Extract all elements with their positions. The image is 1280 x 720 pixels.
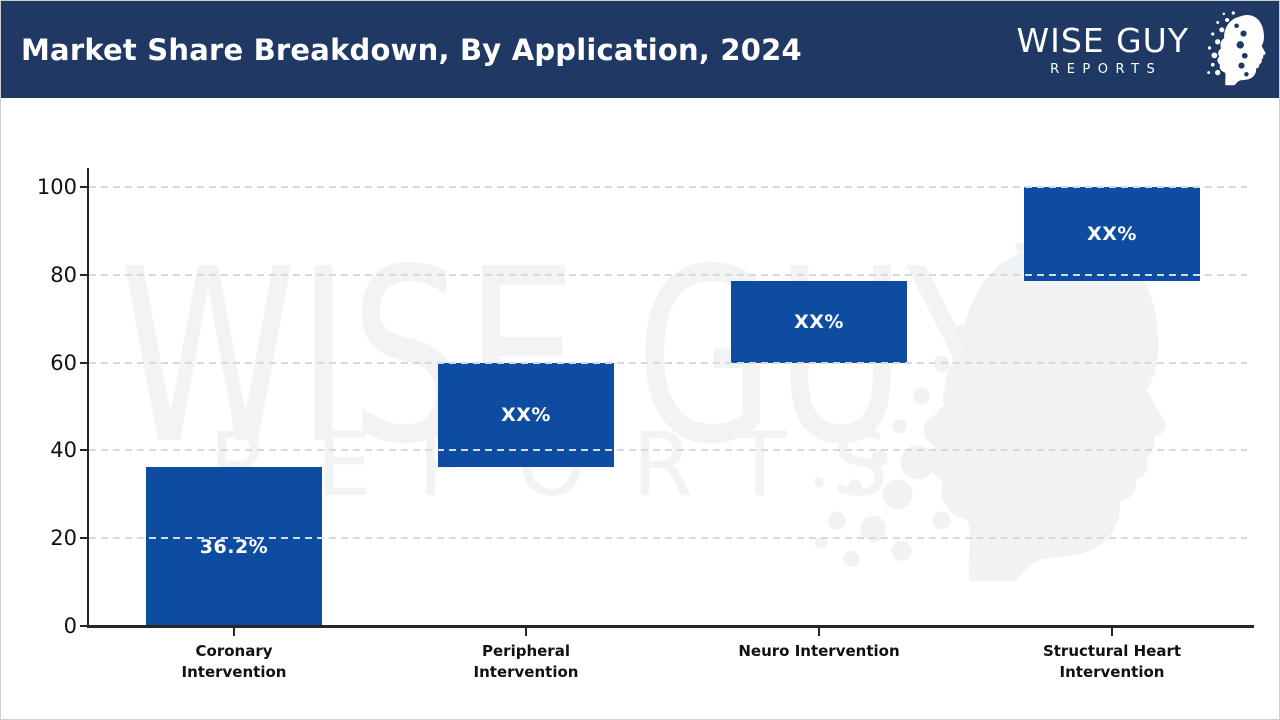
y-axis-tick-label: 40 — [50, 438, 77, 463]
x-axis-tick-mark — [1111, 628, 1113, 636]
page-title: Market Share Breakdown, By Application, … — [21, 32, 802, 67]
wiseguy-head-icon — [1207, 11, 1266, 86]
y-axis-tick-mark — [80, 186, 88, 188]
header-bar: Market Share Breakdown, By Application, … — [1, 1, 1279, 98]
y-axis-tick-mark — [80, 361, 88, 364]
y-axis-tick-mark — [80, 273, 88, 276]
bar-segment: XX% — [731, 281, 907, 363]
x-axis-tick-mark — [525, 628, 527, 636]
x-axis-tick-mark — [818, 628, 820, 636]
x-axis-category-label: Coronary Intervention — [181, 642, 287, 681]
y-axis-tick-mark — [80, 537, 88, 540]
bar-segment: XX% — [1024, 187, 1200, 282]
x-axis-category-label: Peripheral Intervention — [473, 642, 579, 681]
y-axis-tick-label: 20 — [50, 526, 77, 551]
y-axis-tick-label: 80 — [50, 262, 77, 287]
bar-value-label: 36.2% — [199, 535, 269, 558]
bar-segment: XX% — [438, 362, 614, 468]
x-axis-line — [87, 625, 1254, 628]
wiseguy-logo-text: WISE GUY REPORTS — [1016, 21, 1189, 78]
logo-subtitle: REPORTS — [1050, 62, 1163, 77]
gridline — [89, 361, 1247, 364]
bar-value-label: XX% — [794, 310, 844, 333]
y-axis-tick-label: 60 — [50, 350, 77, 375]
x-axis-category-label: Structural Heart Intervention — [1042, 642, 1182, 681]
watermark-face-graphic — [814, 221, 1166, 581]
y-axis-tick-label: 100 — [36, 175, 77, 199]
logo-wordmark: WISE GUY — [1016, 21, 1189, 60]
x-axis-category-label: Neuro Intervention — [738, 642, 900, 660]
bar-value-label: XX% — [1087, 223, 1137, 246]
bar-segment: 36.2% — [146, 467, 322, 626]
gridline — [89, 537, 1247, 540]
wiseguy-logo: WISE GUY REPORTS — [1016, 7, 1267, 93]
gridline — [89, 186, 1247, 188]
y-axis-tick-mark — [80, 625, 88, 627]
y-axis-tick-mark — [80, 449, 88, 452]
bar-value-label: XX% — [501, 403, 551, 426]
gridline — [89, 273, 1247, 276]
gridline — [89, 449, 1247, 452]
y-axis-line — [87, 168, 89, 628]
x-axis-tick-mark — [233, 628, 235, 636]
y-axis-tick-label: 0 — [63, 614, 77, 638]
